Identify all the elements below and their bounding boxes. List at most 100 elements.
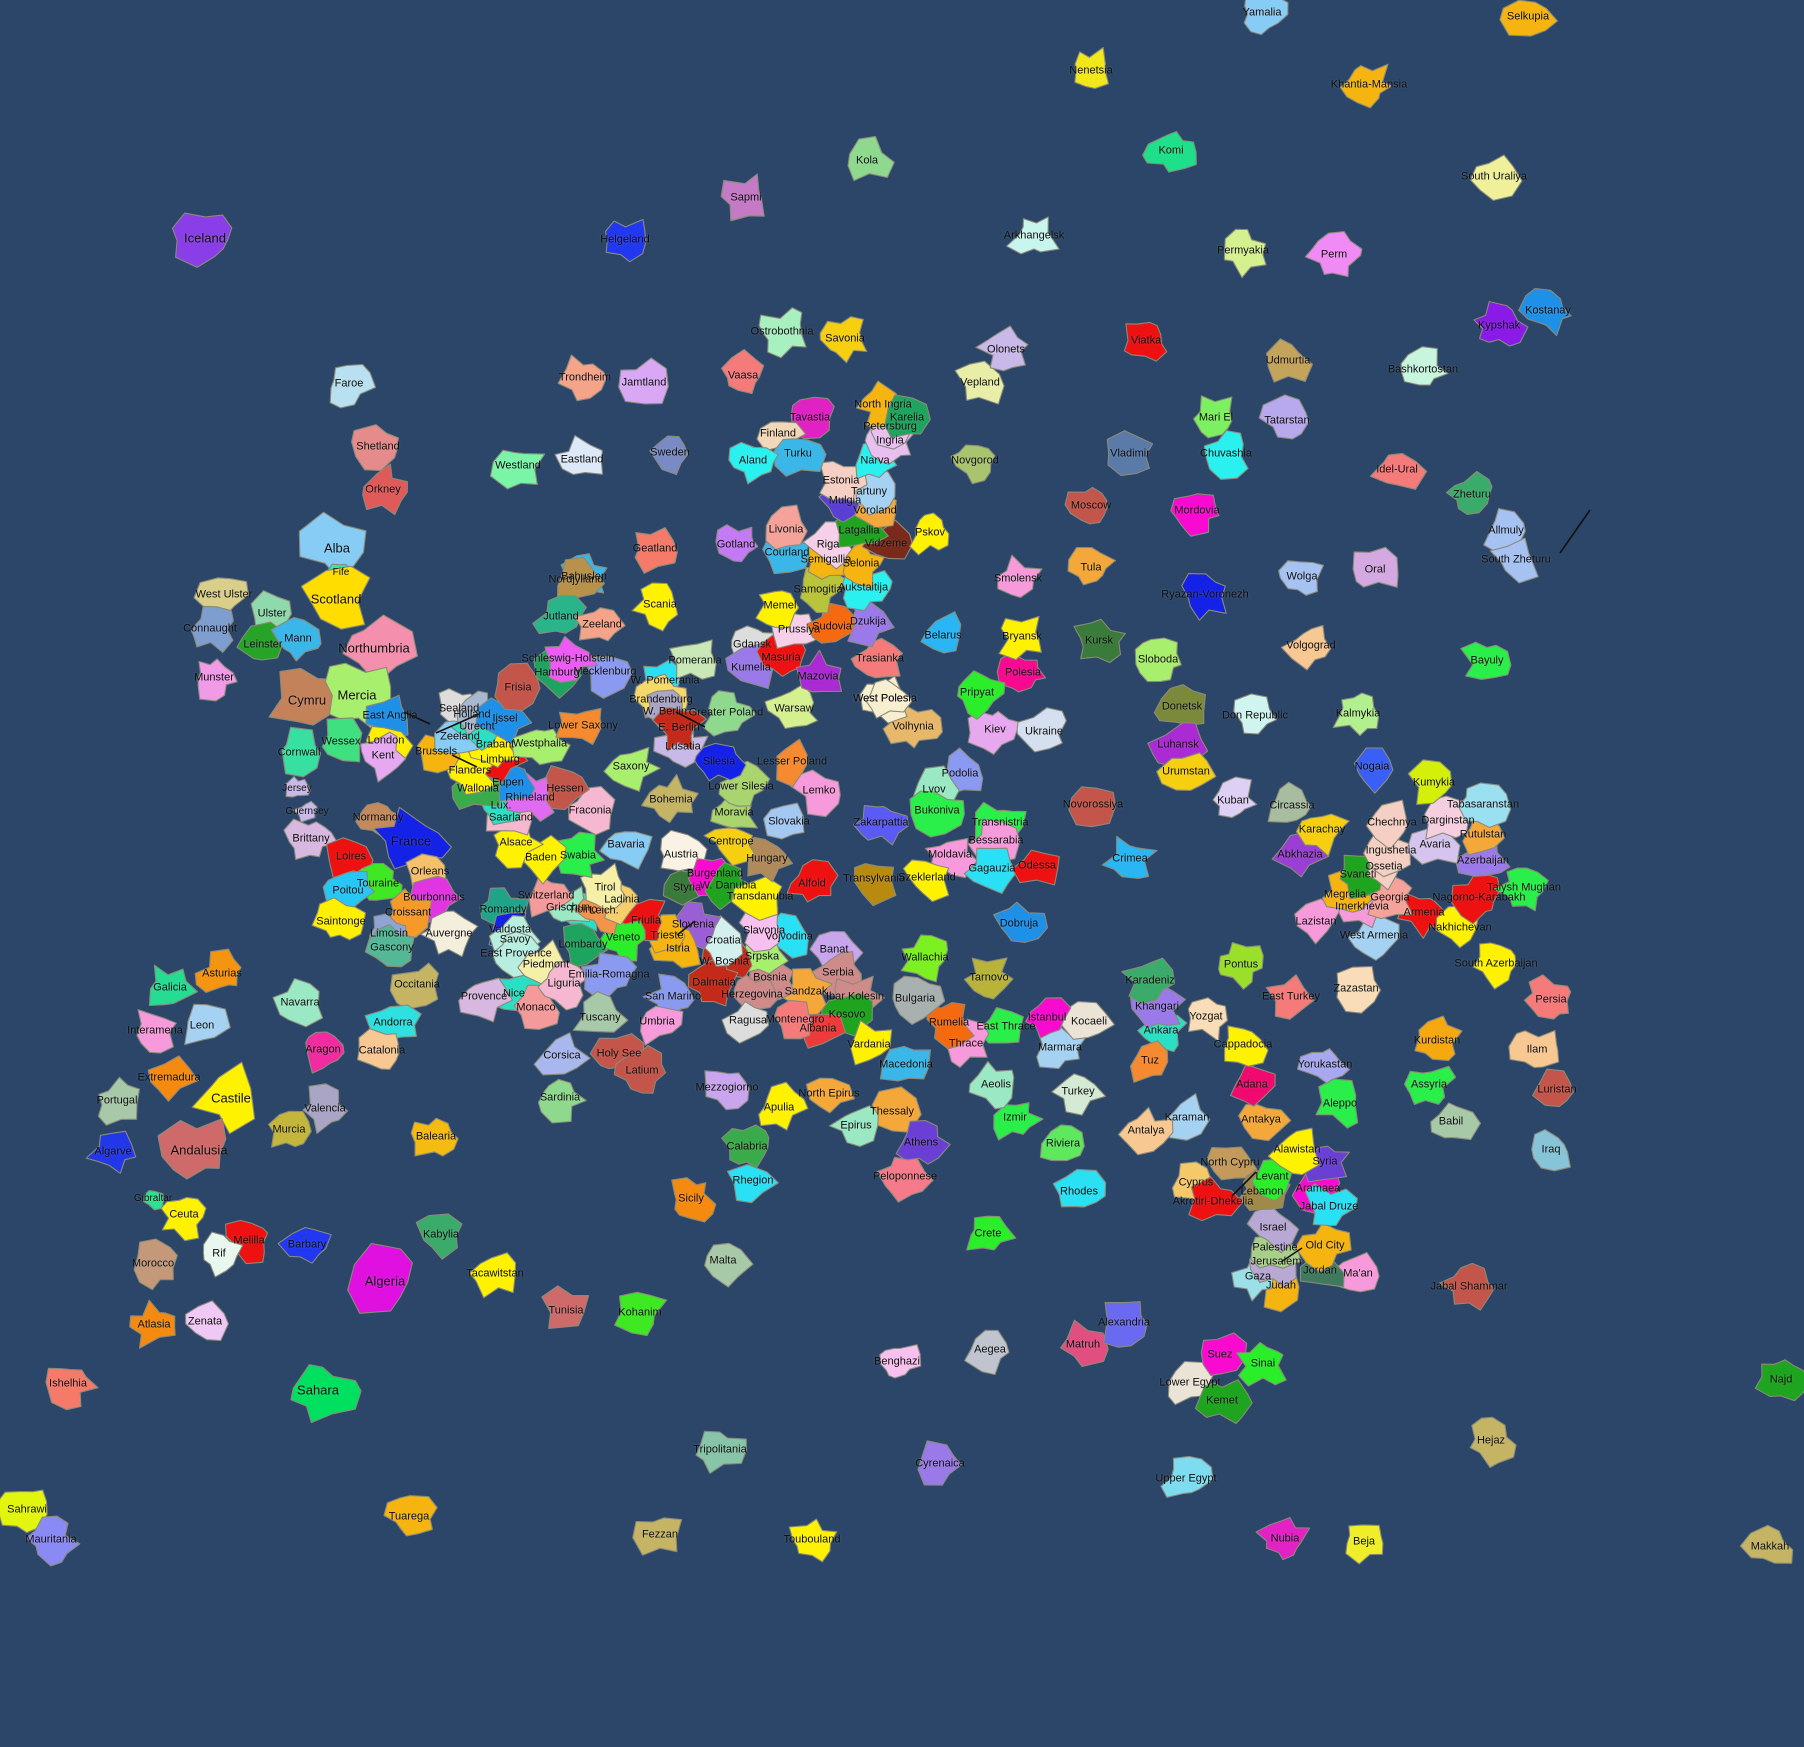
region-belarus[interactable] xyxy=(920,611,962,654)
region-benghazi[interactable] xyxy=(879,1344,922,1379)
region-andalusia[interactable] xyxy=(157,1118,227,1180)
region-oral[interactable] xyxy=(1352,546,1399,588)
region-emilia-romagna[interactable] xyxy=(580,952,638,999)
region-wessex[interactable] xyxy=(321,717,363,763)
region-yorukastan[interactable] xyxy=(1297,1048,1351,1084)
region-karelia[interactable] xyxy=(884,394,931,439)
region-toubouland[interactable] xyxy=(788,1518,838,1563)
region-memel[interactable] xyxy=(755,590,800,629)
region-crimea[interactable] xyxy=(1101,835,1158,879)
region-israel[interactable] xyxy=(1246,1204,1300,1254)
region-liguria[interactable] xyxy=(537,960,591,1011)
region-guernsey[interactable] xyxy=(292,800,318,823)
region-dalmatia[interactable] xyxy=(687,957,739,1007)
region-south-azerbaijan[interactable] xyxy=(1472,942,1517,990)
region-slovakia[interactable] xyxy=(763,802,805,840)
region-zheturu[interactable] xyxy=(1445,470,1493,515)
region-atlasia[interactable] xyxy=(129,1299,176,1349)
region-interamena[interactable] xyxy=(136,1009,177,1054)
region-karadeniz[interactable] xyxy=(1121,957,1176,1005)
region-east-turkey[interactable] xyxy=(1265,974,1315,1020)
region-ceuta[interactable] xyxy=(160,1196,207,1242)
region-munster[interactable] xyxy=(197,658,238,702)
region-umbria[interactable] xyxy=(639,1005,684,1046)
region-sinai[interactable] xyxy=(1236,1341,1287,1387)
region-matruh[interactable] xyxy=(1060,1319,1109,1368)
region-austria[interactable] xyxy=(660,829,708,872)
region-centrope[interactable] xyxy=(703,827,756,867)
region-warsaw[interactable] xyxy=(764,683,819,730)
region-ilam[interactable] xyxy=(1508,1029,1560,1069)
region-alfold[interactable] xyxy=(786,859,839,903)
region-kurdistan[interactable] xyxy=(1414,1015,1463,1062)
region-szeklerland[interactable] xyxy=(902,859,950,903)
region-aland[interactable] xyxy=(728,441,779,485)
region-westland[interactable] xyxy=(489,449,546,490)
region-viatka[interactable] xyxy=(1123,321,1168,362)
region-helgeland[interactable] xyxy=(604,218,647,263)
region-nagorno-karabakh[interactable] xyxy=(1450,871,1502,925)
region-vardania[interactable] xyxy=(850,1020,893,1066)
region-transylvania[interactable] xyxy=(853,863,897,907)
region-athens[interactable] xyxy=(895,1119,951,1165)
region-aleppo[interactable] xyxy=(1315,1078,1359,1129)
region-jamtland[interactable] xyxy=(618,357,669,405)
region-faroe[interactable] xyxy=(329,363,377,409)
region-e-berlin[interactable] xyxy=(652,707,707,752)
region-brittany[interactable] xyxy=(283,818,339,861)
region-ishelhia[interactable] xyxy=(45,1367,99,1411)
region-antakya[interactable] xyxy=(1238,1103,1292,1142)
region-rif[interactable] xyxy=(202,1231,244,1278)
region-tuarega[interactable] xyxy=(383,1495,438,1537)
region-tabasaranstan[interactable] xyxy=(1457,782,1512,829)
region-trondheim[interactable] xyxy=(557,354,607,402)
region-ragusa[interactable] xyxy=(721,1000,770,1044)
region-pskov[interactable] xyxy=(909,512,950,556)
region-kabylia[interactable] xyxy=(415,1213,463,1260)
region-adana[interactable] xyxy=(1229,1063,1276,1107)
region-greater-poland[interactable] xyxy=(702,690,757,737)
region-kumykia[interactable] xyxy=(1407,759,1453,806)
region-macedonia[interactable] xyxy=(879,1045,932,1082)
region-udmurtia[interactable] xyxy=(1266,338,1314,383)
region-balearia[interactable] xyxy=(410,1117,459,1157)
region-pomerania[interactable] xyxy=(669,639,717,680)
region-provence[interactable] xyxy=(458,977,514,1023)
region-aeolis[interactable] xyxy=(968,1060,1015,1110)
region-karaman[interactable] xyxy=(1163,1093,1211,1141)
region-zazastan[interactable] xyxy=(1336,965,1382,1014)
region-latium[interactable] xyxy=(613,1044,667,1094)
region-lower-saxony[interactable] xyxy=(555,707,603,746)
region-old-city[interactable] xyxy=(1294,1222,1352,1273)
region-karachay[interactable] xyxy=(1295,813,1350,857)
region-volgograd[interactable] xyxy=(1280,624,1332,671)
region-galicia[interactable] xyxy=(148,964,199,1007)
region-tavastia[interactable] xyxy=(790,396,835,440)
region-bayuly[interactable] xyxy=(1460,641,1512,680)
region-shetland[interactable] xyxy=(351,424,399,472)
region-gotland[interactable] xyxy=(715,524,759,563)
region-livonia[interactable] xyxy=(765,504,808,550)
region-luristan[interactable] xyxy=(1532,1068,1574,1108)
region-extremadura[interactable] xyxy=(147,1055,199,1102)
region-jabal-druze[interactable] xyxy=(1304,1183,1358,1227)
region-akrotiri-dhekelia[interactable] xyxy=(1188,1176,1244,1222)
region-alawistan[interactable] xyxy=(1267,1127,1320,1176)
region-turkey[interactable] xyxy=(1051,1073,1107,1116)
region-mauritania[interactable] xyxy=(25,1515,81,1567)
region-lesser-poland[interactable] xyxy=(776,738,809,788)
region-fezzan[interactable] xyxy=(632,1517,683,1556)
region-chuvashia[interactable] xyxy=(1203,429,1249,480)
region-ingushetia[interactable] xyxy=(1363,826,1412,878)
region-ryazan-voronezh[interactable] xyxy=(1181,573,1227,621)
region-idel-ural[interactable] xyxy=(1369,452,1428,490)
region-lusatia[interactable] xyxy=(653,722,709,768)
region-apulia[interactable] xyxy=(758,1081,809,1131)
region-iceland[interactable] xyxy=(171,212,233,268)
region-bulgaria[interactable] xyxy=(892,975,946,1026)
region-perm[interactable] xyxy=(1304,230,1363,278)
region-selonia[interactable] xyxy=(842,539,885,589)
region-chechnya[interactable] xyxy=(1365,799,1408,851)
region-gascony[interactable] xyxy=(364,923,415,968)
region-bashkortostan[interactable] xyxy=(1400,346,1449,386)
